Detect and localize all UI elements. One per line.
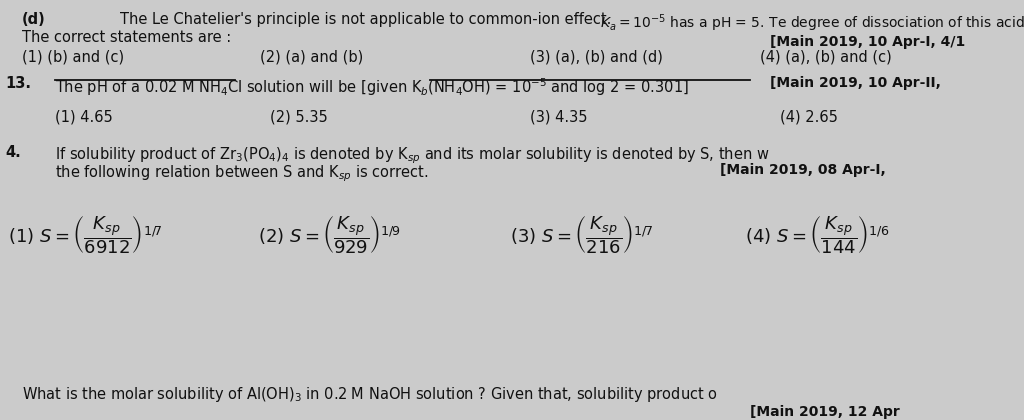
Text: The Le Chatelier's principle is not applicable to common-ion effect.: The Le Chatelier's principle is not appl… [120, 12, 611, 27]
Text: [Main 2019, 10 Apr-I, 4/1: [Main 2019, 10 Apr-I, 4/1 [770, 35, 966, 49]
Text: (2) $S = \left(\dfrac{K_{sp}}{929}\right)^{1/9}$: (2) $S = \left(\dfrac{K_{sp}}{929}\right… [258, 215, 400, 257]
Text: (1) 4.65: (1) 4.65 [55, 110, 113, 125]
Text: 13.: 13. [5, 76, 31, 91]
Text: (2) 5.35: (2) 5.35 [270, 110, 328, 125]
Text: (4) 2.65: (4) 2.65 [780, 110, 838, 125]
Text: If solubility product of Zr$_3$(PO$_4$)$_4$ is denoted by K$_{sp}$ and its molar: If solubility product of Zr$_3$(PO$_4$)$… [55, 145, 769, 165]
Text: (3) 4.35: (3) 4.35 [530, 110, 588, 125]
Text: (3) $S = \left(\dfrac{K_{sp}}{216}\right)^{1/7}$: (3) $S = \left(\dfrac{K_{sp}}{216}\right… [510, 215, 653, 257]
Text: (d): (d) [22, 12, 46, 27]
Text: (4) $S = \left(\dfrac{K_{sp}}{144}\right)^{1/6}$: (4) $S = \left(\dfrac{K_{sp}}{144}\right… [745, 215, 890, 257]
Text: (3) (a), (b) and (d): (3) (a), (b) and (d) [530, 50, 663, 65]
Text: (1) (b) and (c): (1) (b) and (c) [22, 50, 124, 65]
Text: the following relation between S and K$_{sp}$ is correct.: the following relation between S and K$_… [55, 163, 429, 184]
Text: The correct statements are :: The correct statements are : [22, 30, 231, 45]
Text: [Main 2019, 10 Apr-II,: [Main 2019, 10 Apr-II, [770, 76, 941, 90]
Text: [Main 2019, 12 Apr: [Main 2019, 12 Apr [750, 405, 900, 419]
Text: (1) $S = \left(\dfrac{K_{sp}}{6912}\right)^{1/7}$: (1) $S = \left(\dfrac{K_{sp}}{6912}\righ… [8, 215, 163, 257]
Text: What is the molar solubility of Al(OH)$_3$ in 0.2 M NaOH solution ? Given that, : What is the molar solubility of Al(OH)$_… [22, 385, 718, 404]
Text: [Main 2019, 08 Apr-I,: [Main 2019, 08 Apr-I, [720, 163, 886, 177]
Text: (2) (a) and (b): (2) (a) and (b) [260, 50, 364, 65]
Text: 4.: 4. [5, 145, 20, 160]
Text: $K_a = 10^{-5}$ has a pH = 5. Te degree of dissociation of this acid is 50%: $K_a = 10^{-5}$ has a pH = 5. Te degree … [600, 12, 1024, 34]
Text: (4) (a), (b) and (c): (4) (a), (b) and (c) [760, 50, 892, 65]
Text: The pH of a 0.02 M NH$_4$Cl solution will be [given K$_b$(NH$_4$OH) = 10$^{-5}$ : The pH of a 0.02 M NH$_4$Cl solution wil… [55, 76, 689, 98]
